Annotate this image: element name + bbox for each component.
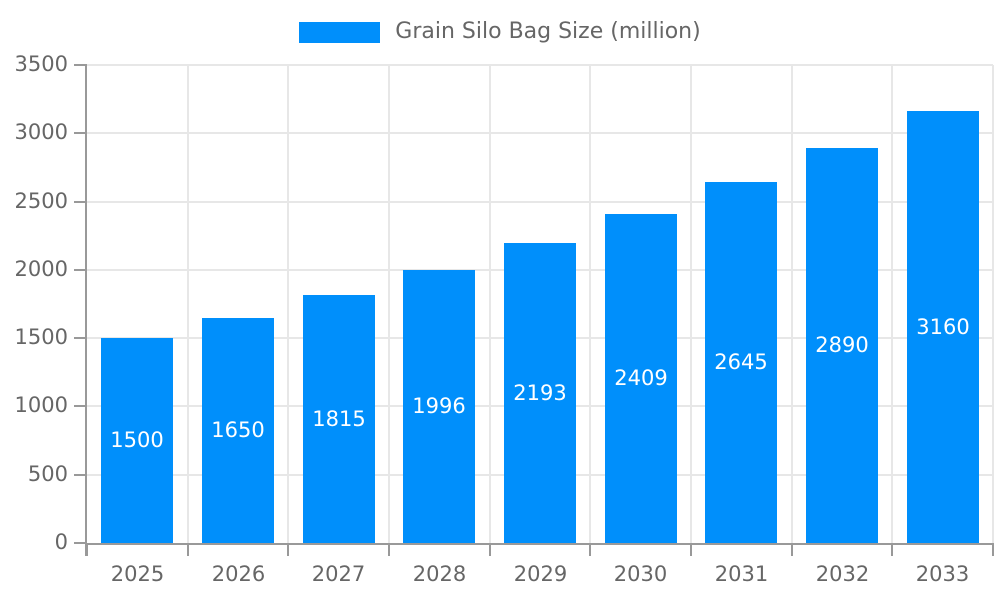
x-gridline: [992, 65, 994, 543]
x-gridline: [489, 65, 491, 543]
x-axis-tick: [791, 543, 793, 556]
x-axis-line: [85, 543, 993, 545]
y-axis-tick: [74, 269, 87, 271]
y-axis-line: [85, 65, 87, 556]
bar-2030[interactable]: 2409: [605, 214, 677, 543]
bar-value-label: 2193: [513, 380, 567, 405]
x-gridline: [891, 65, 893, 543]
y-axis-label: 500: [27, 462, 68, 486]
bar-value-label: 2409: [614, 366, 668, 390]
x-axis-tick: [690, 543, 692, 556]
x-gridline: [791, 65, 793, 543]
x-axis-tick: [388, 543, 390, 556]
bar-2033[interactable]: 3160: [907, 111, 979, 543]
y-axis-tick: [74, 474, 87, 476]
x-gridline: [187, 65, 189, 543]
y-axis-label: 3000: [14, 120, 68, 144]
y-axis-label: 1000: [14, 393, 68, 417]
x-axis-tick: [891, 543, 893, 556]
bar-value-label: 1650: [211, 418, 265, 442]
y-axis-label: 2000: [14, 257, 68, 281]
y-axis-label: 3500: [14, 52, 68, 76]
legend-color-swatch: [299, 21, 381, 43]
x-axis-label: 2025: [110, 562, 165, 586]
x-axis-tick: [992, 543, 994, 556]
y-axis-tick: [74, 405, 87, 407]
y-axis-tick: [74, 542, 87, 544]
y-gridline: [87, 201, 993, 203]
x-axis-label: 2032: [815, 562, 870, 586]
x-axis-label: 2031: [714, 562, 769, 586]
x-axis-tick: [86, 543, 88, 556]
y-axis-label: 2500: [14, 189, 68, 213]
bar-value-label: 1996: [412, 394, 466, 418]
y-gridline: [87, 132, 993, 134]
bar-2032[interactable]: 2890: [806, 148, 878, 543]
x-axis-label: 2027: [311, 562, 366, 586]
bar-value-label: 1815: [312, 406, 366, 431]
bar-2026[interactable]: 1650: [202, 318, 274, 543]
x-axis-label: 2033: [915, 562, 970, 586]
bar-2028[interactable]: 1996: [403, 270, 475, 543]
bar-value-label: 2645: [714, 350, 768, 374]
x-gridline: [388, 65, 390, 543]
legend-label: Grain Silo Bag Size (million): [395, 19, 701, 44]
y-axis-tick: [74, 64, 87, 66]
bar-value-label: 2890: [815, 333, 869, 357]
bar-2025[interactable]: 1500: [101, 338, 173, 543]
y-axis-tick: [74, 201, 87, 203]
x-axis-label: 2026: [211, 562, 266, 586]
x-axis-label: 2029: [513, 562, 568, 586]
x-gridline: [287, 65, 289, 543]
bar-2031[interactable]: 2645: [705, 182, 777, 543]
x-gridline: [690, 65, 692, 543]
x-axis-tick: [489, 543, 491, 556]
bar-value-label: 1500: [110, 428, 164, 452]
x-gridline: [589, 65, 591, 543]
y-axis-label: 0: [54, 530, 68, 554]
y-axis-tick: [74, 132, 87, 134]
x-axis-tick: [287, 543, 289, 556]
x-axis-label: 2030: [613, 562, 668, 586]
y-gridline: [87, 64, 993, 66]
chart-legend[interactable]: Grain Silo Bag Size (million): [0, 20, 1000, 44]
y-axis-tick: [74, 337, 87, 339]
x-axis-label: 2028: [412, 562, 467, 586]
x-axis-tick: [589, 543, 591, 556]
x-axis-tick: [187, 543, 189, 556]
bar-2029[interactable]: 2193: [504, 243, 576, 543]
y-axis-label: 1500: [14, 325, 68, 349]
bar-value-label: 3160: [916, 314, 970, 339]
bar-2027[interactable]: 1815: [303, 295, 375, 543]
